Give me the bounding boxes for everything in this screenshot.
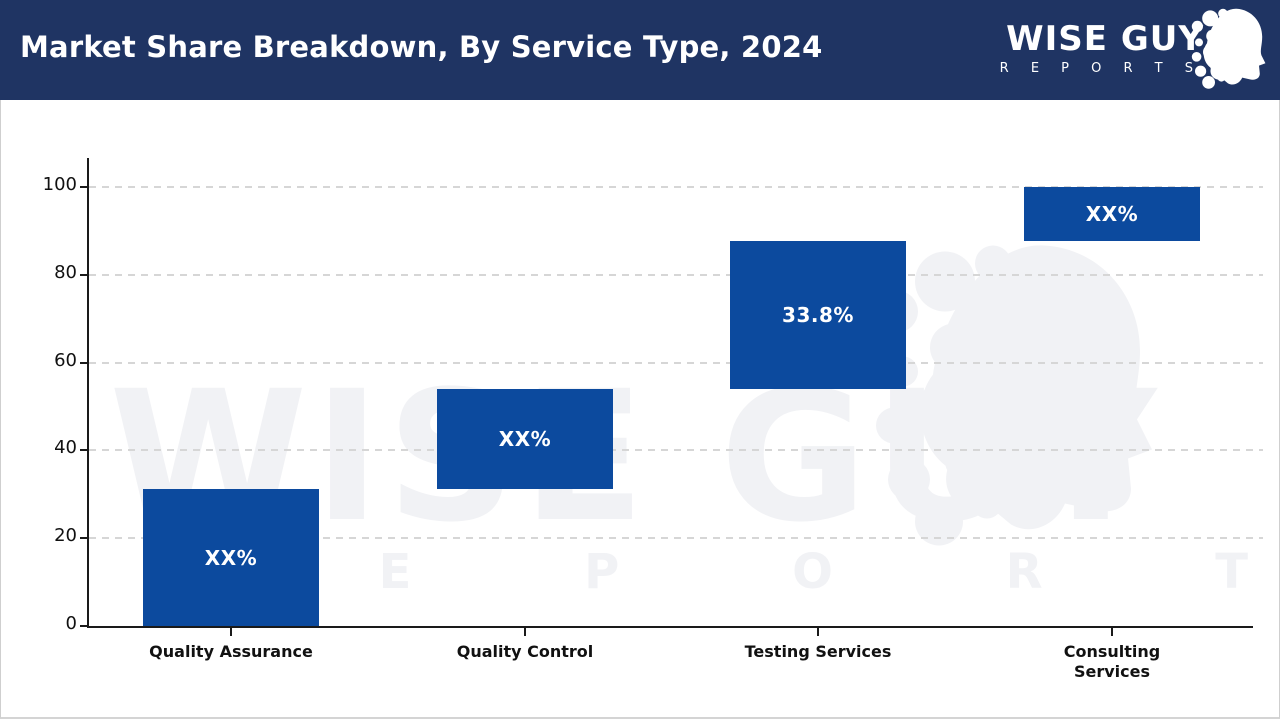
y-tick-label: 20	[54, 525, 77, 547]
logo-text: WISE GUY R E P O R T S	[1000, 20, 1204, 76]
wiseguy-head-icon	[1191, 8, 1266, 89]
grid-line	[89, 273, 1263, 276]
x-axis-line	[87, 626, 1253, 628]
x-axis-tick	[230, 628, 232, 636]
x-axis-tick	[524, 628, 526, 636]
bar-segment: 33.8%	[730, 240, 906, 390]
bar-value-label: XX%	[204, 545, 258, 570]
x-axis-tick	[817, 628, 819, 636]
x-tick-label: Quality Assurance	[149, 642, 313, 661]
bar-segment: XX%	[1024, 187, 1200, 241]
x-tick-label: Consulting Services	[1063, 642, 1161, 681]
wiseguy-logo: WISE GUY R E P O R T S	[1000, 4, 1272, 92]
y-axis-tick	[80, 537, 89, 540]
watermark-subtext: R E P O R T S	[169, 544, 1280, 600]
bar-segment: XX%	[143, 489, 319, 626]
y-axis-tick	[80, 361, 89, 364]
bar-value-label: 33.8%	[782, 302, 854, 327]
page-title: Market Share Breakdown, By Service Type,…	[20, 30, 823, 64]
y-tick-label: 40	[54, 437, 77, 459]
logo-subtext: R E P O R T S	[999, 61, 1202, 76]
header-banner: Market Share Breakdown, By Service Type,…	[0, 0, 1280, 100]
y-axis-tick	[80, 625, 89, 627]
grid-line	[89, 449, 1263, 452]
y-tick-label: 100	[42, 174, 77, 195]
bar-value-label: XX%	[498, 427, 552, 452]
chart-area: WISE GUY R E P O R T S 020406080100XX%Qu…	[0, 100, 1280, 719]
y-axis-tick	[80, 186, 89, 188]
grid-line	[89, 186, 1263, 188]
y-tick-label: 80	[54, 261, 77, 283]
y-tick-label: 60	[54, 349, 77, 371]
y-axis-line	[87, 158, 89, 628]
grid-line	[89, 361, 1263, 364]
y-axis-tick	[80, 449, 89, 452]
y-tick-label: 0	[65, 613, 77, 634]
x-tick-label: Quality Control	[456, 642, 594, 661]
x-tick-label: Testing Services	[744, 642, 892, 661]
logo-wordmark: WISE GUY	[1006, 19, 1204, 59]
x-axis-tick	[1111, 628, 1113, 636]
bar-value-label: XX%	[1085, 201, 1139, 226]
y-axis-tick	[80, 273, 89, 276]
bar-segment: XX%	[437, 389, 613, 490]
grid-line	[89, 537, 1263, 540]
plot: 0 20 40 60 80 100 XX% Quality Assurance XX% Quali…	[1, 100, 1279, 717]
